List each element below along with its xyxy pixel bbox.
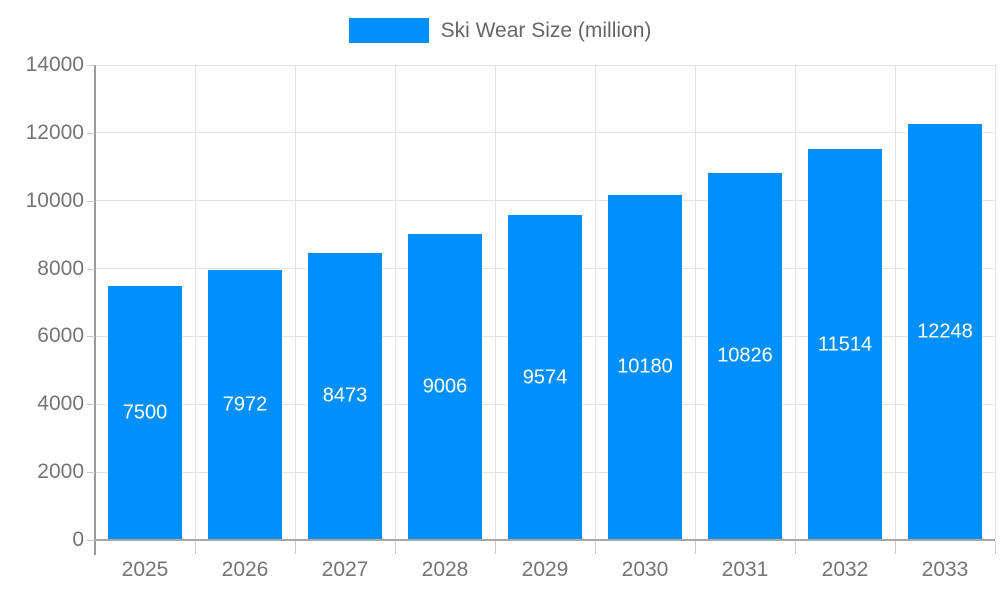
bar-value-label: 11514 <box>817 333 873 356</box>
y-axis-tick <box>87 472 95 474</box>
gridline-vertical <box>994 65 996 540</box>
gridline-horizontal <box>95 64 995 66</box>
x-tick-label: 2026 <box>221 558 269 581</box>
y-axis-tick <box>87 268 95 270</box>
y-tick-label: 12000 <box>25 120 84 144</box>
gridline-vertical <box>794 65 796 540</box>
y-axis-tick <box>87 404 95 406</box>
y-tick-label: 2000 <box>37 460 84 484</box>
x-axis-tick <box>795 541 796 554</box>
x-tick-label: 2031 <box>721 558 769 581</box>
y-axis-tick <box>87 132 95 134</box>
y-tick-label: 8000 <box>37 256 84 280</box>
x-axis-tick <box>695 541 696 554</box>
y-tick-label: 10000 <box>25 188 84 212</box>
x-axis-tick <box>495 541 496 554</box>
plot-area: 7500 7972 8473 9006 9574 10180 10826 11514 12248 <box>95 64 996 540</box>
gridline-vertical <box>894 65 896 540</box>
bar-value-label: 9574 <box>522 366 568 389</box>
bar-2032[interactable] <box>808 149 882 540</box>
x-axis-tick <box>895 541 896 554</box>
bar-2033[interactable] <box>908 124 982 540</box>
bar-2029[interactable] <box>508 215 582 540</box>
x-axis-tick <box>395 541 396 554</box>
x-tick-label: 2033 <box>921 558 969 581</box>
x-tick-label: 2029 <box>521 558 569 581</box>
gridline-vertical <box>294 65 296 540</box>
bar-2028[interactable] <box>408 234 482 540</box>
y-tick-label: 14000 <box>25 53 84 76</box>
gridline-horizontal <box>95 132 995 134</box>
x-axis-tick <box>195 541 196 554</box>
y-tick-label: 6000 <box>37 324 84 348</box>
legend-label: Ski Wear Size (million) <box>440 19 652 42</box>
x-axis-tick <box>995 541 996 554</box>
x-axis-tick <box>595 541 596 554</box>
y-tick-label: 4000 <box>37 392 84 416</box>
y-axis-line <box>94 65 96 555</box>
y-axis-tick <box>87 200 95 202</box>
bar-value-label: 12248 <box>917 320 973 343</box>
y-axis-tick <box>87 540 95 541</box>
bar-2025[interactable] <box>108 285 182 540</box>
x-tick-label: 2032 <box>821 558 869 581</box>
gridline-vertical <box>694 65 696 540</box>
bar-2030[interactable] <box>608 194 682 540</box>
gridline-vertical <box>194 65 196 540</box>
bar-2026[interactable] <box>208 269 282 540</box>
gridline-horizontal <box>95 200 995 202</box>
bar-value-label: 9006 <box>422 375 468 398</box>
x-tick-label: 2030 <box>621 558 669 581</box>
bar-2031[interactable] <box>708 172 782 540</box>
gridline-vertical <box>494 65 496 540</box>
gridline-vertical <box>594 65 596 540</box>
x-tick-label: 2027 <box>321 558 369 581</box>
bar-value-label: 7972 <box>222 393 268 416</box>
x-tick-label: 2028 <box>421 558 469 581</box>
x-axis-line <box>95 539 995 541</box>
legend: Ski Wear Size (million) <box>0 18 1000 43</box>
x-tick-label: 2025 <box>121 558 169 581</box>
x-axis-tick <box>295 541 296 554</box>
legend-item-ski-wear-size[interactable]: Ski Wear Size (million) <box>348 18 652 43</box>
bar-value-label: 10180 <box>617 355 673 378</box>
bar-value-label: 7500 <box>122 401 168 424</box>
y-axis-tick <box>87 336 95 338</box>
bar-value-label: 10826 <box>717 344 773 367</box>
y-tick-label: 0 <box>72 528 84 551</box>
gridline-vertical <box>394 65 396 540</box>
bar-2027[interactable] <box>308 252 382 540</box>
bar-value-label: 8473 <box>322 384 368 407</box>
y-axis-tick <box>87 65 95 66</box>
legend-swatch-icon <box>348 18 429 43</box>
